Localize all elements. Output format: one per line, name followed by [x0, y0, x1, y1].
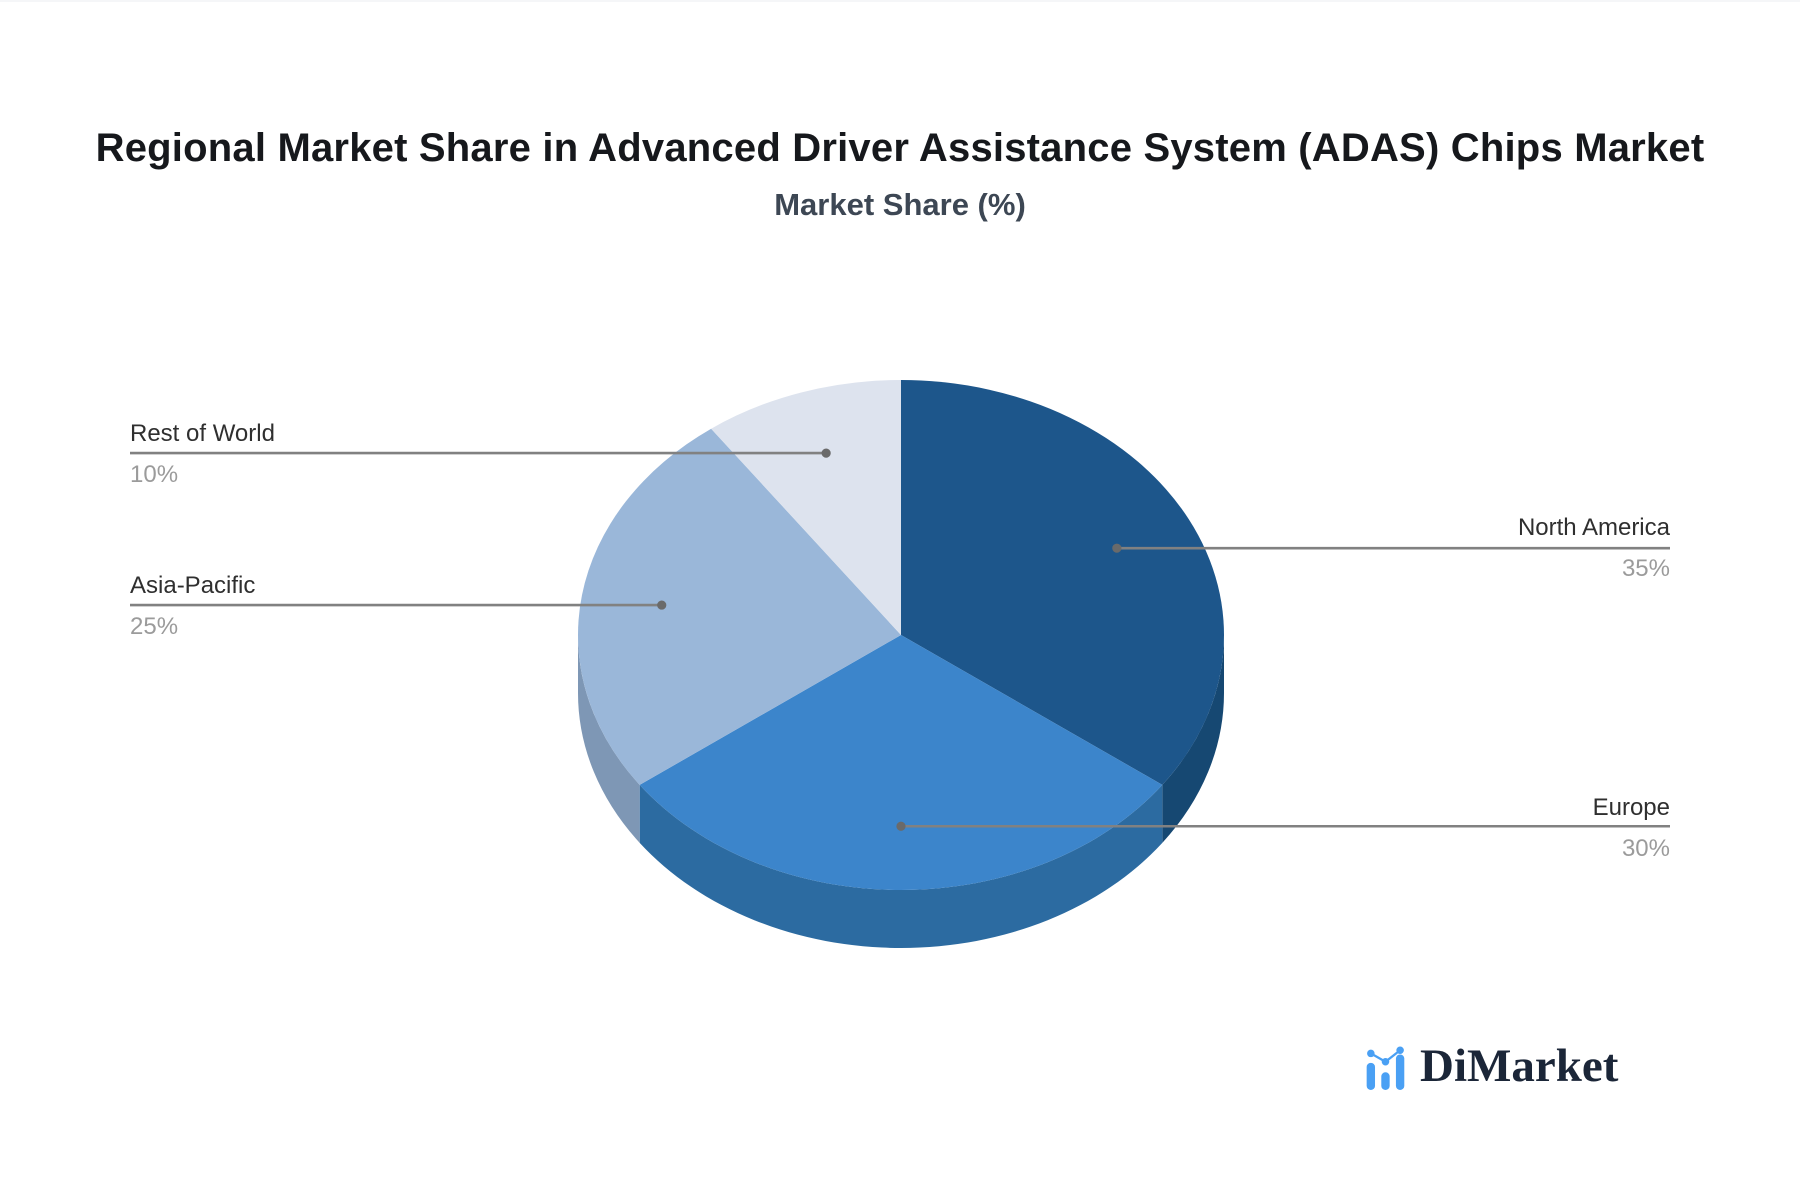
- bar-chart-trend-icon: [1366, 1046, 1405, 1090]
- pie-slice-side-asia-pacific: [578, 635, 640, 843]
- callout-dot-rest-of-world: [821, 448, 831, 458]
- slice-percent: 30%: [1621, 835, 1670, 862]
- chart-title: Regional Market Share in Advanced Driver…: [95, 126, 1705, 170]
- slice-label: Europe: [1592, 794, 1670, 821]
- callout-europe: Europe 30%: [1593, 794, 1670, 863]
- callout-dot-asia-pacific: [657, 600, 667, 610]
- pie-slice-side-europe: [639, 784, 1163, 949]
- slice-percent: 25%: [130, 613, 179, 640]
- brand-name: DiMarket: [1420, 1040, 1619, 1092]
- dimarket-logo: DiMarket: [1366, 1042, 1618, 1090]
- pie-slice-asia-pacific[interactable]: [578, 428, 901, 785]
- callout-dot-europe: [896, 821, 906, 831]
- pie-slice-north-america[interactable]: [901, 380, 1224, 785]
- callout-rest-of-world: Rest of World 10%: [130, 420, 275, 489]
- pie-slice-rest-of-world[interactable]: [711, 380, 901, 635]
- slice-label: North America: [1517, 514, 1670, 541]
- slice-label: Rest of World: [130, 420, 275, 447]
- pie-slice-side-north-america: [1162, 635, 1224, 843]
- callout-north-america: North America 35%: [1518, 514, 1670, 583]
- slice-percent: 35%: [1621, 555, 1670, 582]
- chart-subtitle: Market Share (%): [774, 187, 1026, 222]
- slice-label: Asia-Pacific: [130, 572, 256, 599]
- slice-percent: 10%: [130, 461, 179, 488]
- callout-asia-pacific: Asia-Pacific 25%: [130, 572, 255, 641]
- callout-dot-north-america: [1112, 543, 1122, 553]
